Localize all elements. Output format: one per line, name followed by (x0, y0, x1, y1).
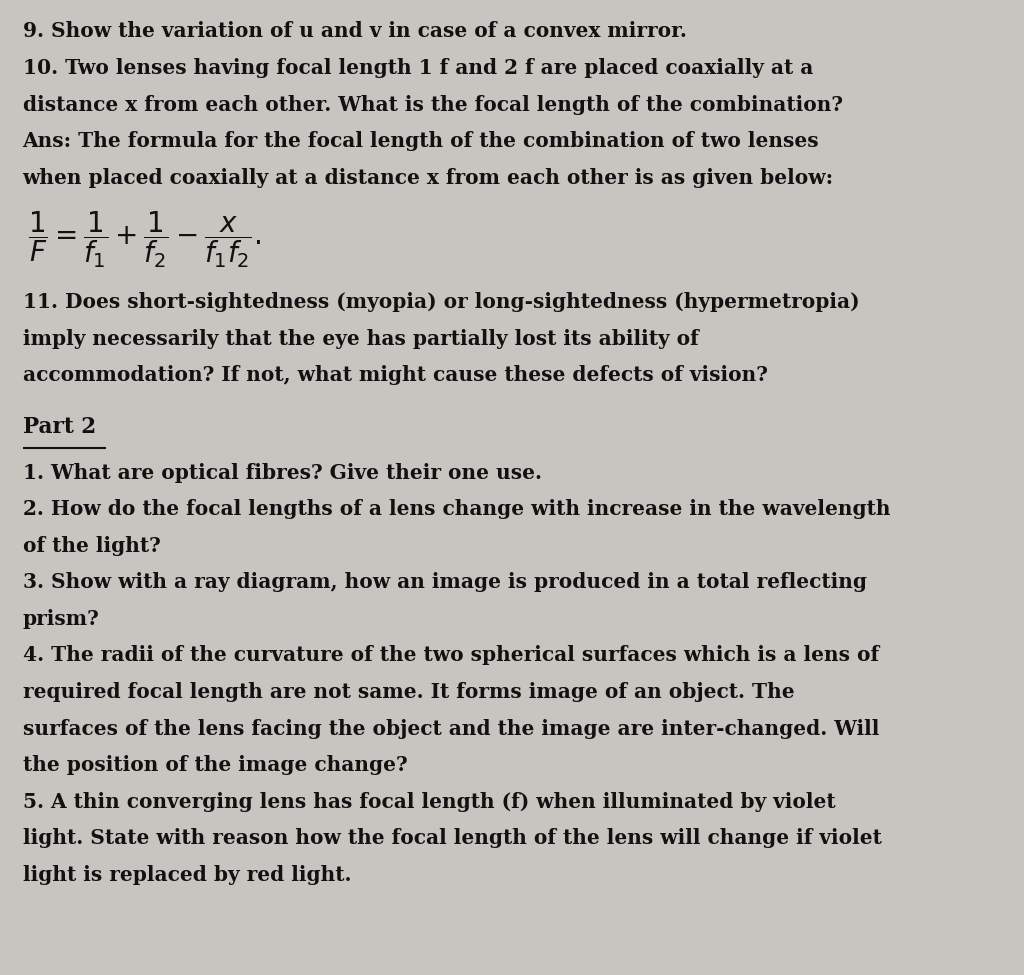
Text: accommodation? If not, what might cause these defects of vision?: accommodation? If not, what might cause … (23, 365, 767, 385)
Text: 3. Show with a ray diagram, how an image is produced in a total reflecting: 3. Show with a ray diagram, how an image… (23, 572, 866, 593)
Text: light. State with reason how the focal length of the lens will change if violet: light. State with reason how the focal l… (23, 828, 882, 848)
Text: 11. Does short-sightedness (myopia) or long-sightedness (hypermetropia): 11. Does short-sightedness (myopia) or l… (23, 292, 859, 312)
Text: of the light?: of the light? (23, 535, 161, 556)
Text: 5. A thin converging lens has focal length (f) when illuminated by violet: 5. A thin converging lens has focal leng… (23, 792, 836, 812)
Text: the position of the image change?: the position of the image change? (23, 755, 408, 775)
Text: 4. The radii of the curvature of the two spherical surfaces which is a lens of: 4. The radii of the curvature of the two… (23, 645, 879, 666)
Text: light is replaced by red light.: light is replaced by red light. (23, 865, 351, 885)
Text: 10. Two lenses having focal length 1 f and 2 f are placed coaxially at a: 10. Two lenses having focal length 1 f a… (23, 58, 813, 78)
Text: distance x from each other. What is the focal length of the combination?: distance x from each other. What is the … (23, 95, 843, 115)
Text: imply necessarily that the eye has partially lost its ability of: imply necessarily that the eye has parti… (23, 329, 698, 349)
Text: $\dfrac{1}{F}=\dfrac{1}{f_1}+\dfrac{1}{f_2}-\dfrac{x}{f_1f_2}.$: $\dfrac{1}{F}=\dfrac{1}{f_1}+\dfrac{1}{f… (28, 209, 261, 270)
Text: Ans: The formula for the focal length of the combination of two lenses: Ans: The formula for the focal length of… (23, 131, 819, 151)
Text: prism?: prism? (23, 608, 99, 629)
Text: required focal length are not same. It forms image of an object. The: required focal length are not same. It f… (23, 682, 795, 702)
Text: surfaces of the lens facing the object and the image are inter-changed. Will: surfaces of the lens facing the object a… (23, 719, 879, 739)
Text: 1. What are optical fibres? Give their one use.: 1. What are optical fibres? Give their o… (23, 462, 542, 483)
Text: when placed coaxially at a distance x from each other is as given below:: when placed coaxially at a distance x fr… (23, 168, 834, 188)
Text: 9. Show the variation of u and v in case of a convex mirror.: 9. Show the variation of u and v in case… (23, 21, 686, 42)
Text: 2. How do the focal lengths of a lens change with increase in the wavelength: 2. How do the focal lengths of a lens ch… (23, 499, 890, 520)
Text: Part 2: Part 2 (23, 416, 95, 439)
